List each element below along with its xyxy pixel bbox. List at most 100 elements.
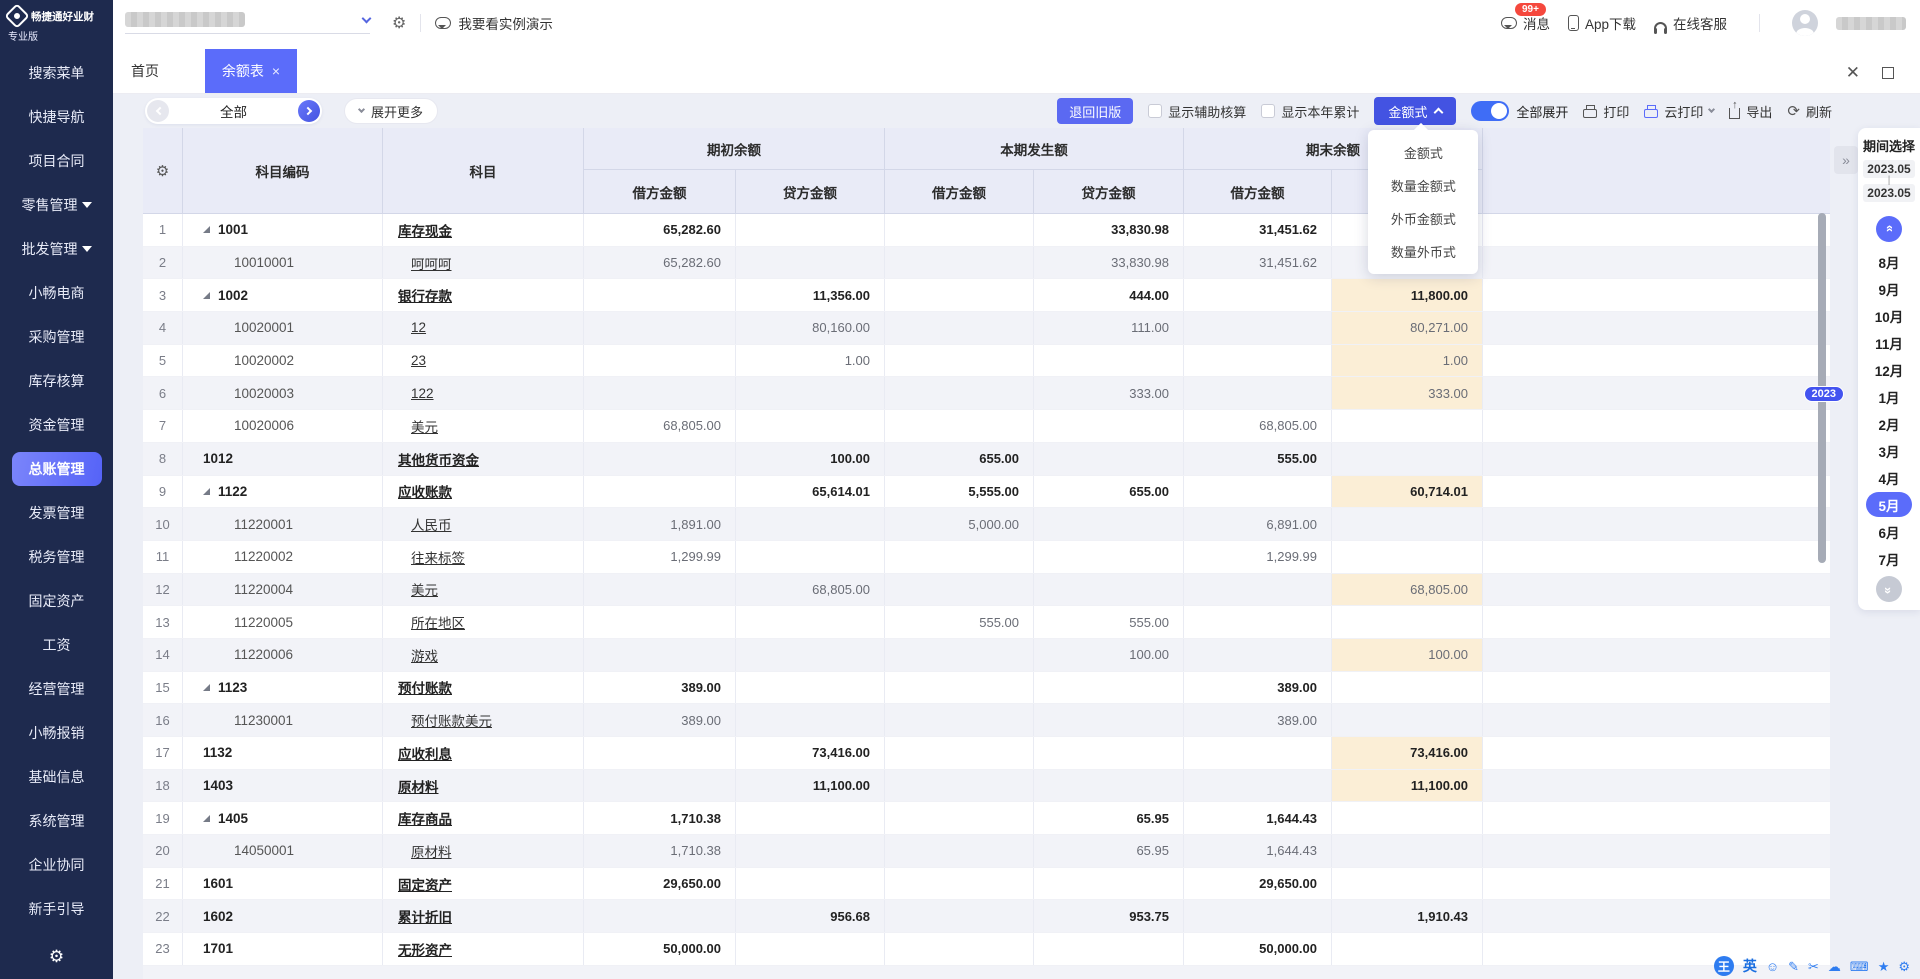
scroll-months-up-button[interactable]: » bbox=[1876, 216, 1902, 242]
sidebar-item-小畅电商[interactable]: 小畅电商 bbox=[12, 276, 102, 310]
ime-keyboard-icon[interactable]: ⌨ bbox=[1849, 958, 1869, 974]
account-name-link[interactable]: 美元 bbox=[411, 419, 438, 435]
scroll-months-down-button[interactable]: » bbox=[1876, 576, 1902, 602]
sidebar-item-库存核算[interactable]: 库存核算 bbox=[12, 364, 102, 398]
account-name-link[interactable]: 库存商品 bbox=[398, 812, 452, 828]
month-9月[interactable]: 9月 bbox=[1878, 282, 1900, 298]
tab-home[interactable]: 首页 bbox=[131, 63, 159, 79]
expand-all-toggle[interactable]: 全部展开 bbox=[1471, 101, 1568, 121]
back-to-old-version-button[interactable]: 退回旧版 bbox=[1057, 98, 1134, 124]
account-code-cell[interactable]: 11220001 bbox=[183, 508, 383, 540]
account-code-cell[interactable]: 1405 bbox=[183, 802, 383, 835]
ime-scissors-icon[interactable]: ✂ bbox=[1808, 958, 1819, 974]
account-name-link[interactable]: 游戏 bbox=[411, 648, 438, 664]
company-selector[interactable] bbox=[125, 12, 372, 34]
expand-triangle-icon[interactable] bbox=[203, 291, 210, 299]
account-name-link[interactable]: 应收账款 bbox=[398, 485, 452, 501]
ime-star-icon[interactable]: ★ bbox=[1877, 958, 1890, 974]
col-account-code[interactable]: 科目编码 bbox=[183, 128, 383, 214]
sidebar-item-企业协同[interactable]: 企业协同 bbox=[12, 848, 102, 882]
account-name-link[interactable]: 原材料 bbox=[411, 844, 452, 860]
format-menu-item-数量金额式[interactable]: 数量金额式 bbox=[1390, 179, 1456, 194]
print-button[interactable]: 打印 bbox=[1583, 102, 1629, 121]
account-code-cell[interactable]: 10020001 bbox=[183, 312, 383, 344]
export-button[interactable]: 导出 bbox=[1729, 102, 1772, 121]
account-name-link[interactable]: 预付账款 bbox=[398, 681, 452, 697]
account-code-cell[interactable]: 11230001 bbox=[183, 704, 383, 736]
account-code-cell[interactable]: 1701 bbox=[183, 933, 383, 965]
toggle-switch[interactable] bbox=[1471, 101, 1510, 121]
ime-smiley-icon[interactable]: ☺ bbox=[1765, 958, 1780, 974]
expand-triangle-icon[interactable] bbox=[203, 683, 210, 691]
expand-triangle-icon[interactable] bbox=[203, 226, 210, 234]
ime-language-indicator[interactable]: 英 bbox=[1742, 958, 1757, 974]
account-code-cell[interactable]: 1001 bbox=[183, 214, 383, 246]
col-opening-credit[interactable]: 贷方金额 bbox=[736, 170, 885, 214]
account-name-link[interactable]: 呵呵呵 bbox=[411, 256, 452, 272]
month-7月[interactable]: 7月 bbox=[1878, 552, 1900, 568]
col-period-credit[interactable]: 贷方金额 bbox=[1034, 170, 1184, 214]
month-3月[interactable]: 3月 bbox=[1878, 444, 1900, 460]
account-code-cell[interactable]: 1002 bbox=[183, 279, 383, 312]
collapse-panel-icon[interactable]: » bbox=[1834, 146, 1858, 174]
account-code-cell[interactable]: 10010001 bbox=[183, 246, 383, 279]
col-period-debit[interactable]: 借方金额 bbox=[885, 170, 1034, 214]
demo-link[interactable]: 我要看实例演示 bbox=[435, 13, 553, 33]
account-name-link[interactable]: 应收利息 bbox=[398, 746, 452, 762]
account-name-link[interactable]: 原材料 bbox=[398, 779, 439, 795]
account-code-cell[interactable]: 1602 bbox=[183, 900, 383, 933]
month-8月[interactable]: 8月 bbox=[1878, 255, 1900, 271]
account-name-link[interactable]: 美元 bbox=[411, 583, 438, 599]
col-ending-debit[interactable]: 借方金额 bbox=[1184, 170, 1332, 214]
account-name-link[interactable]: 其他货币资金 bbox=[398, 452, 479, 468]
account-code-cell[interactable]: 1132 bbox=[183, 737, 383, 769]
format-menu-item-金额式[interactable]: 金额式 bbox=[1403, 146, 1443, 161]
account-code-cell[interactable]: 10020006 bbox=[183, 410, 383, 442]
sidebar-item-新手引导[interactable]: 新手引导 bbox=[12, 892, 102, 926]
account-code-cell[interactable]: 11220005 bbox=[183, 606, 383, 638]
col-account-name[interactable]: 科目 bbox=[383, 128, 584, 214]
account-code-cell[interactable]: 1403 bbox=[183, 769, 383, 802]
user-avatar[interactable] bbox=[1792, 10, 1818, 36]
sidebar-item-资金管理[interactable]: 资金管理 bbox=[12, 408, 102, 442]
month-10月[interactable]: 10月 bbox=[1874, 309, 1904, 325]
online-service-button[interactable]: 在线客服 bbox=[1654, 13, 1727, 34]
account-code-cell[interactable]: 14050001 bbox=[183, 835, 383, 867]
account-name-link[interactable]: 往来标签 bbox=[411, 550, 465, 566]
ime-logo-icon[interactable]: 王 bbox=[1713, 956, 1734, 976]
scope-next-button[interactable] bbox=[298, 100, 320, 122]
sidebar-item-采购管理[interactable]: 采购管理 bbox=[12, 320, 102, 354]
account-name-link[interactable]: 无形资产 bbox=[398, 942, 452, 958]
account-name-link[interactable]: 银行存款 bbox=[398, 289, 452, 305]
sidebar-item-搜索菜单[interactable]: 搜索菜单 bbox=[12, 56, 102, 90]
month-11月[interactable]: 11月 bbox=[1875, 336, 1903, 352]
account-code-cell[interactable]: 11220006 bbox=[183, 638, 383, 671]
sidebar-item-小畅报销[interactable]: 小畅报销 bbox=[12, 716, 102, 750]
account-name-link[interactable]: 预付账款美元 bbox=[411, 714, 492, 730]
account-code-cell[interactable]: 1601 bbox=[183, 867, 383, 900]
ime-pen-icon[interactable]: ✎ bbox=[1788, 958, 1800, 974]
app-download-button[interactable]: App下载 bbox=[1567, 13, 1636, 33]
account-code-cell[interactable]: 11220002 bbox=[183, 540, 383, 573]
sidebar-item-发票管理[interactable]: 发票管理 bbox=[12, 496, 102, 530]
tab-balance-sheet[interactable]: 余额表 × bbox=[205, 49, 297, 93]
gear-icon[interactable]: ⚙ bbox=[155, 162, 170, 180]
checkbox-icon[interactable] bbox=[1261, 104, 1276, 118]
account-code-cell[interactable]: 10020003 bbox=[183, 377, 383, 410]
chevron-down-icon[interactable] bbox=[361, 13, 372, 23]
column-settings-cell[interactable]: ⚙ bbox=[143, 128, 183, 214]
month-4月[interactable]: 4月 bbox=[1878, 471, 1900, 487]
checkbox-icon[interactable] bbox=[1148, 104, 1163, 118]
fullscreen-icon[interactable] bbox=[1882, 66, 1894, 79]
month-1月[interactable]: 1月 bbox=[1878, 390, 1900, 406]
sidebar-settings-icon[interactable]: ⚙ bbox=[48, 947, 65, 966]
sidebar-item-固定资产[interactable]: 固定资产 bbox=[12, 584, 102, 618]
sidebar-item-零售管理[interactable]: 零售管理 bbox=[12, 188, 102, 222]
sidebar-item-批发管理[interactable]: 批发管理 bbox=[12, 232, 102, 266]
messages-button[interactable]: 消息 99+ bbox=[1500, 3, 1550, 33]
account-code-cell[interactable]: 1012 bbox=[183, 442, 383, 475]
tab-close-icon[interactable]: × bbox=[271, 63, 281, 79]
sidebar-item-快捷导航[interactable]: 快捷导航 bbox=[12, 100, 102, 134]
show-auxiliary-checkbox[interactable]: 显示辅助核算 bbox=[1148, 102, 1246, 121]
scope-selector[interactable]: 全部 bbox=[145, 98, 322, 124]
